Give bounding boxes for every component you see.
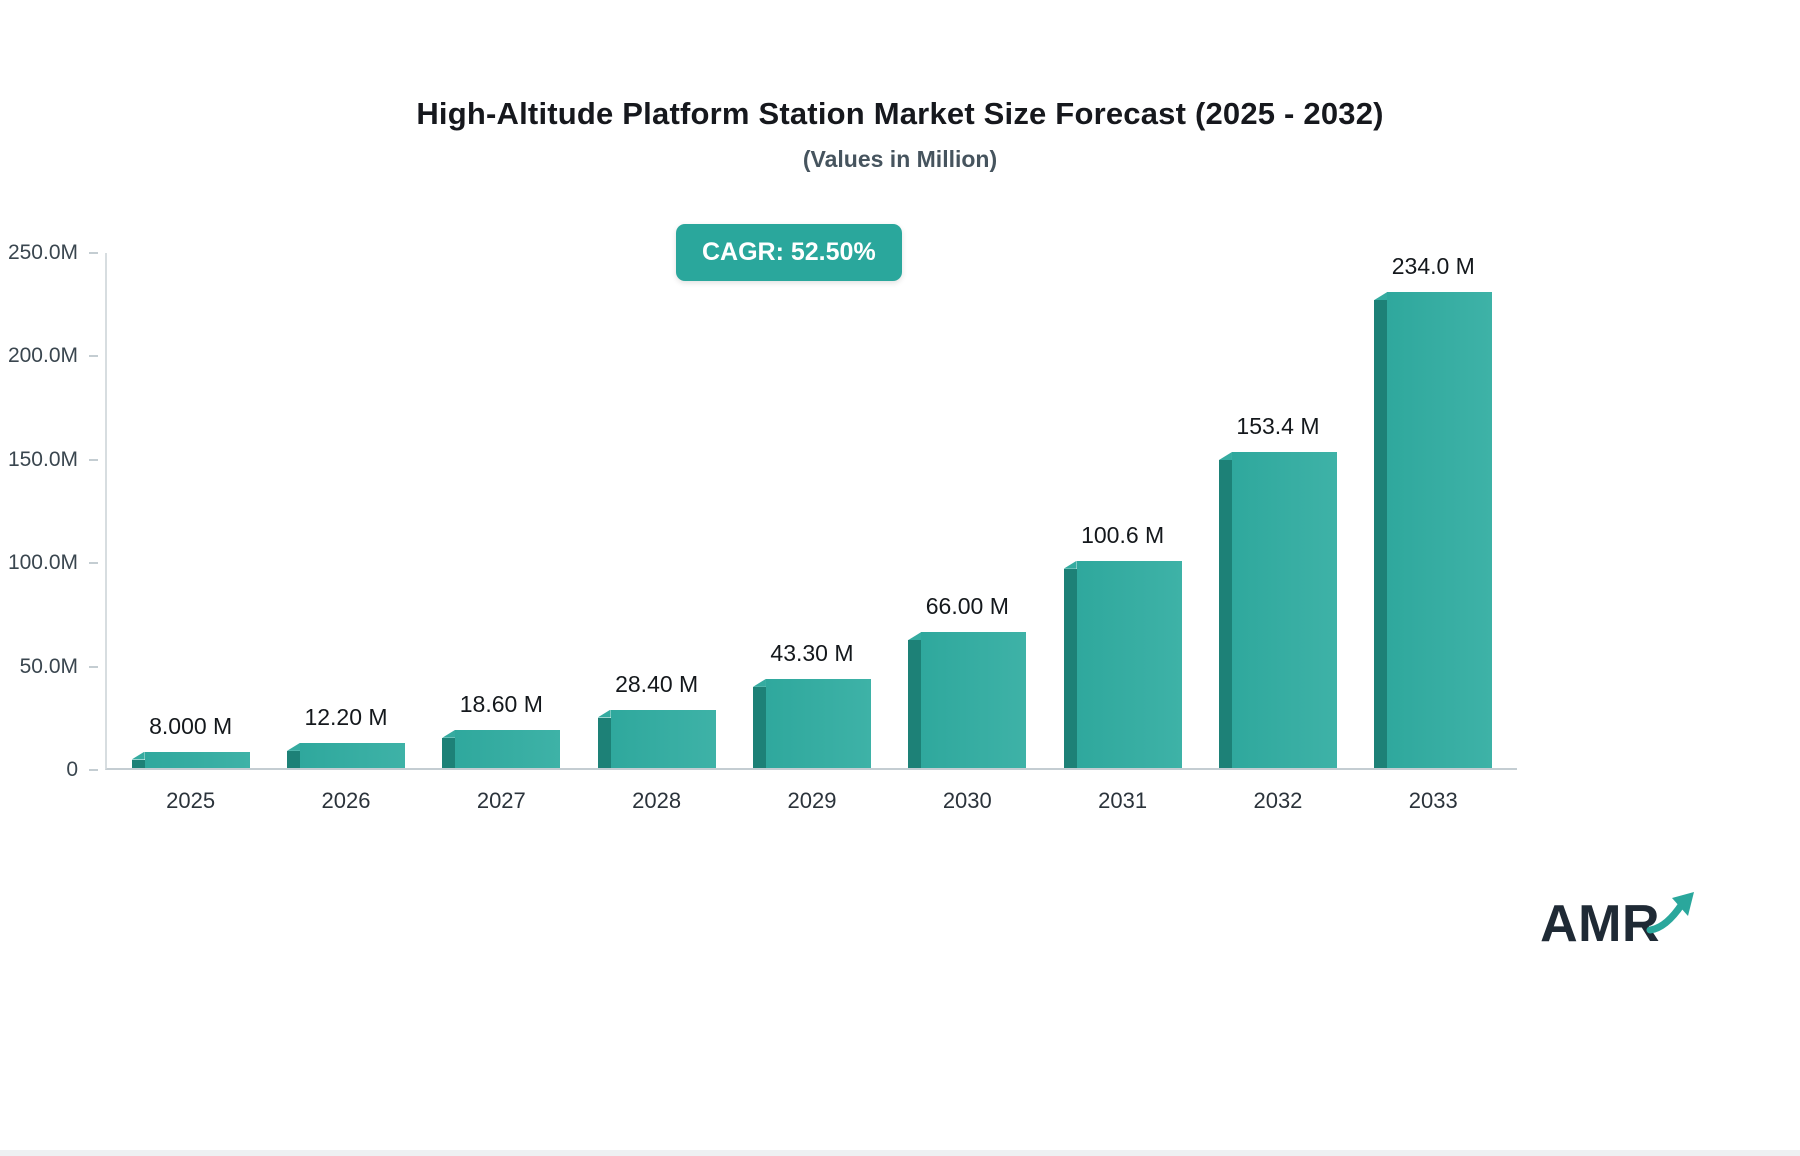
- bar: [597, 709, 716, 768]
- y-tick-mark: [89, 769, 98, 771]
- amr-logo-text: AMR: [1540, 895, 1660, 953]
- bar: [131, 751, 250, 768]
- bar-side-face: [752, 686, 766, 768]
- y-tick-label: 50.0M: [19, 654, 78, 678]
- bar-group: 8.000 M 2025: [113, 253, 268, 813]
- plot-area: 8.000 M 2025 12.20 M 2026 18.60 M 2027 28.40 M…: [105, 253, 1517, 813]
- cagr-badge: CAGR: 52.50%: [676, 224, 902, 281]
- x-axis-label: 2033: [1408, 788, 1458, 813]
- bar-side-face: [442, 737, 456, 768]
- bar-side-face: [908, 640, 922, 768]
- bar-side-face: [1063, 568, 1077, 768]
- bar: [442, 729, 561, 768]
- bar-group: 18.60 M 2027: [424, 253, 579, 813]
- bar-top-bevel: [908, 632, 922, 641]
- y-tick-label: 200.0M: [7, 344, 78, 368]
- bar-value-label: 12.20 M: [304, 703, 388, 730]
- bar-group: 234.0 M 2033: [1356, 253, 1511, 813]
- y-axis: 0 50.0M 100.0M 150.0M 200.0M 250.0M: [0, 241, 100, 781]
- bar-top-bevel: [597, 709, 611, 718]
- bar-value-label: 43.30 M: [770, 639, 854, 666]
- x-axis-label: 2027: [476, 788, 526, 813]
- bar-top-bevel: [1218, 452, 1232, 460]
- amr-logo-arrow-icon: [1646, 892, 1694, 934]
- x-axis-label: 2029: [787, 788, 837, 813]
- bar-group: 12.20 M 2026: [268, 253, 423, 813]
- bar-side-face: [1374, 300, 1388, 768]
- x-axis-label: 2025: [166, 788, 216, 813]
- bars: 8.000 M 2025 12.20 M 2026 18.60 M 2027 28.40 M…: [107, 253, 1517, 813]
- y-tick-label: 100.0M: [7, 551, 78, 575]
- bar: [1218, 452, 1337, 768]
- y-tick-label: 250.0M: [7, 241, 78, 264]
- bar-side-face: [131, 759, 145, 768]
- bar-top-bevel: [1063, 560, 1077, 569]
- chart-header: High-Altitude Platform Station Market Si…: [0, 96, 1800, 173]
- y-tick-label: 0: [66, 758, 78, 781]
- bar-group: 100.6 M 2031: [1045, 253, 1200, 813]
- y-tick-label: 150.0M: [7, 447, 78, 471]
- y-tick-mark: [89, 458, 98, 461]
- bar-value-label: 8.000 M: [149, 712, 233, 739]
- amr-logo: AMR: [1540, 892, 1700, 954]
- bar-top-bevel: [1374, 292, 1388, 300]
- y-tick-mark: [89, 355, 98, 358]
- bar-value-label: 153.4 M: [1236, 413, 1320, 439]
- bar-group: 28.40 M 2028: [579, 253, 734, 813]
- bar: [286, 742, 405, 768]
- bar: [1374, 292, 1493, 768]
- bar-value-label: 28.40 M: [615, 670, 699, 697]
- y-tick-mark: [89, 562, 98, 565]
- bar-group: 66.00 M 2030: [890, 253, 1045, 813]
- bar-value-label: 18.60 M: [459, 690, 543, 717]
- bar: [908, 632, 1027, 768]
- bar-group: 153.4 M 2032: [1200, 253, 1355, 813]
- x-axis-label: 2030: [942, 788, 992, 813]
- bar-group: 43.30 M 2029: [734, 253, 889, 813]
- x-axis-label: 2026: [321, 788, 371, 813]
- bar-side-face: [597, 717, 611, 768]
- y-tick-mark: [89, 252, 98, 254]
- bar-top-bevel: [286, 742, 300, 751]
- bar-top-bevel: [442, 729, 456, 738]
- bar: [1063, 560, 1182, 768]
- chart-title: High-Altitude Platform Station Market Si…: [416, 96, 1384, 131]
- bar-side-face: [286, 750, 300, 768]
- chart-subtitle: (Values in Million): [802, 146, 998, 172]
- x-axis-label: 2032: [1253, 788, 1303, 813]
- bar-value-label: 100.6 M: [1081, 521, 1165, 548]
- bar-value-label: 66.00 M: [925, 593, 1009, 620]
- bar-top-bevel: [752, 678, 766, 687]
- bar: [752, 678, 871, 768]
- y-tick-mark: [89, 665, 98, 668]
- bar-top-bevel: [131, 751, 145, 760]
- bar-side-face: [1218, 460, 1232, 768]
- x-axis-label: 2028: [632, 788, 682, 813]
- bar-value-label: 234.0 M: [1391, 253, 1475, 279]
- x-axis-label: 2031: [1098, 788, 1148, 813]
